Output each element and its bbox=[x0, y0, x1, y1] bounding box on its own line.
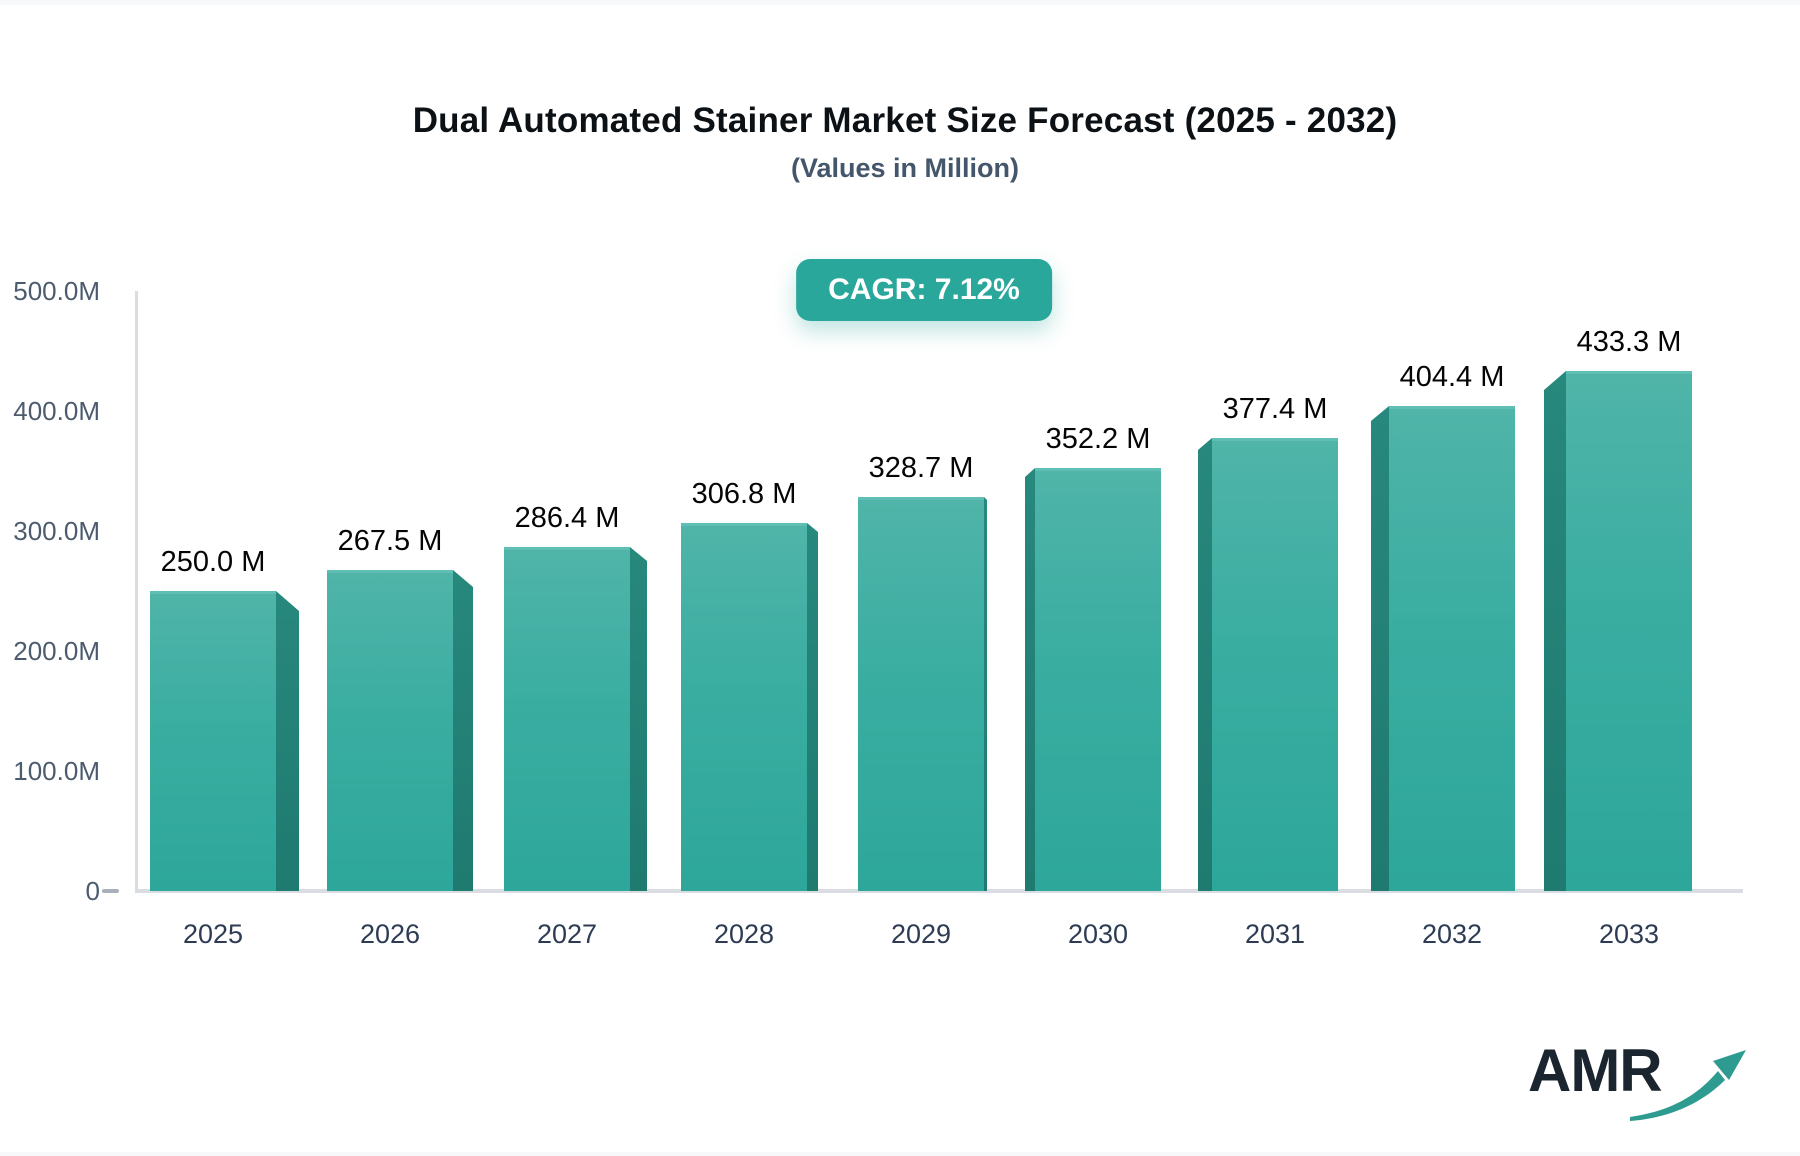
bar-value-label: 377.4 M bbox=[1222, 393, 1328, 425]
x-axis-baseline bbox=[135, 889, 1743, 893]
bar-2027 bbox=[504, 547, 630, 891]
zero-tick-mark bbox=[102, 889, 119, 893]
growth-arrow-icon bbox=[1629, 1050, 1746, 1121]
bar-side-2028 bbox=[807, 523, 818, 891]
chart-card: Dual Automated Stainer Market Size Forec… bbox=[0, 5, 1800, 1152]
bar-side-2026 bbox=[453, 570, 473, 891]
bar-side-2031 bbox=[1198, 438, 1212, 891]
y-tick-label: 500.0M bbox=[13, 276, 100, 306]
chart-subtitle: (Values in Million) bbox=[790, 153, 1020, 183]
y-tick-label: 100.0M bbox=[13, 756, 100, 786]
bar-value-label: 328.7 M bbox=[868, 452, 974, 484]
cagr-badge: CAGR: 7.12% bbox=[796, 259, 1052, 321]
amr-logo: AMR bbox=[1528, 1041, 1752, 1131]
bar-2028 bbox=[681, 523, 807, 891]
amr-logo-text: AMR bbox=[1528, 1037, 1663, 1104]
chart-title: Dual Automated Stainer Market Size Forec… bbox=[412, 101, 1398, 140]
x-tick-label: 2032 bbox=[1421, 919, 1483, 949]
bar-2032 bbox=[1389, 406, 1515, 891]
bar-2030 bbox=[1035, 468, 1161, 891]
bar-2026 bbox=[327, 570, 453, 891]
x-tick-label: 2029 bbox=[890, 919, 952, 949]
bar-2029 bbox=[858, 497, 984, 891]
bar-value-label: 267.5 M bbox=[337, 525, 443, 557]
bar-value-label: 404.4 M bbox=[1399, 361, 1505, 393]
y-axis-line bbox=[135, 291, 138, 891]
bar-side-2027 bbox=[630, 547, 647, 891]
bar-side-2032 bbox=[1371, 406, 1389, 891]
x-tick-label: 2030 bbox=[1067, 919, 1129, 949]
bar-side-2025 bbox=[276, 591, 299, 891]
y-tick-label: 300.0M bbox=[13, 516, 100, 546]
y-tick-label: 0 bbox=[85, 876, 100, 906]
bar-side-2030 bbox=[1025, 468, 1035, 891]
bar-2025 bbox=[150, 591, 276, 891]
x-tick-label: 2033 bbox=[1598, 919, 1660, 949]
bar-value-label: 433.3 M bbox=[1576, 326, 1682, 358]
x-tick-label: 2031 bbox=[1244, 919, 1306, 949]
bar-side-2033 bbox=[1544, 371, 1566, 891]
bar-2031 bbox=[1212, 438, 1338, 891]
y-tick-label: 200.0M bbox=[13, 636, 100, 666]
bar-value-label: 306.8 M bbox=[691, 478, 797, 510]
bar-value-label: 352.2 M bbox=[1045, 423, 1151, 455]
x-tick-label: 2027 bbox=[536, 919, 598, 949]
y-tick-label: 400.0M bbox=[13, 396, 100, 426]
bar-side-2029 bbox=[984, 497, 987, 891]
bar-value-label: 286.4 M bbox=[514, 502, 620, 534]
x-tick-label: 2025 bbox=[182, 919, 244, 949]
x-tick-label: 2026 bbox=[359, 919, 421, 949]
x-tick-label: 2028 bbox=[713, 919, 775, 949]
bar-2033 bbox=[1566, 371, 1692, 891]
bar-value-label: 250.0 M bbox=[160, 546, 266, 578]
plot-area: 500.0M 400.0M 300.0M 200.0M 100.0M 0 250.0 M 2… bbox=[13, 276, 1743, 949]
